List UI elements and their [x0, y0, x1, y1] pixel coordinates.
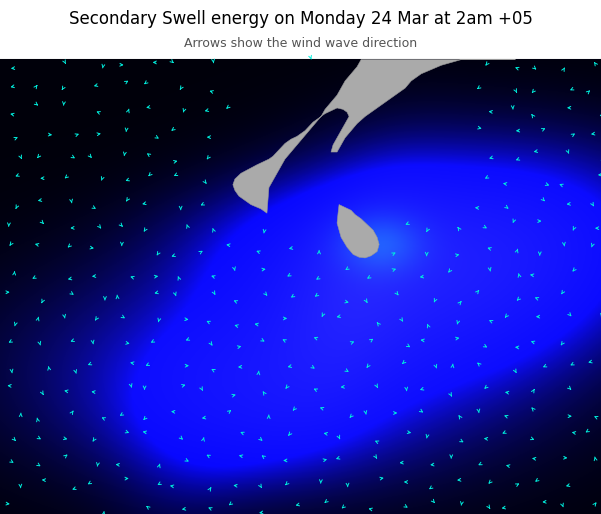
Text: Arrows show the wind wave direction: Arrows show the wind wave direction: [184, 37, 417, 50]
Text: Secondary Swell energy on Monday 24 Mar at 2am +05: Secondary Swell energy on Monday 24 Mar …: [69, 10, 532, 28]
